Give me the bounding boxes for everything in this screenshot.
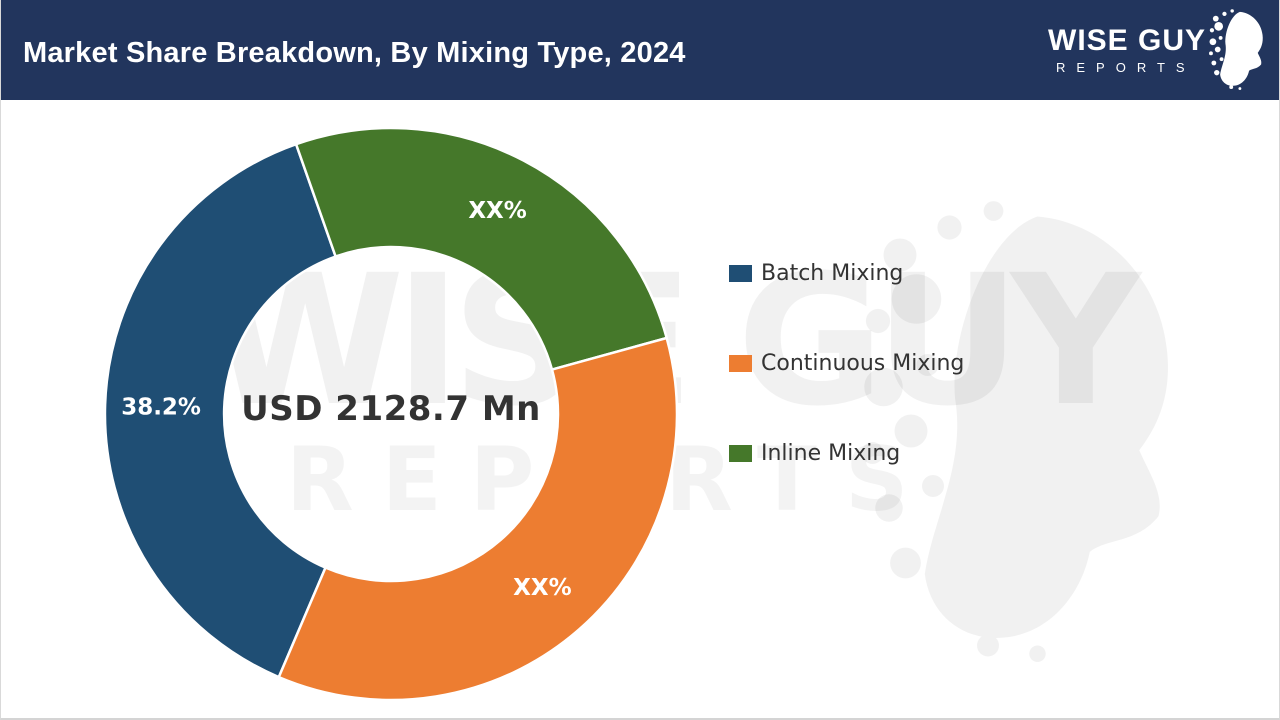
logo-face-icon xyxy=(1209,9,1263,90)
wise-guy-logo: WISE GUY REPORTS xyxy=(1046,8,1271,94)
legend-swatch-batch-mixing xyxy=(729,264,752,282)
chart-center-value: USD 2128.7 Mn xyxy=(241,389,541,429)
legend-swatch-continuous-mixing xyxy=(729,354,752,372)
segment-label: XX% xyxy=(513,575,572,601)
legend-label: Batch Mixing xyxy=(761,260,904,286)
page-title: Market Share Breakdown, By Mixing Type, … xyxy=(23,37,686,69)
donut-segment-batch-mixing xyxy=(103,142,337,679)
legend-item-inline-mixing: Inline Mixing xyxy=(729,435,964,471)
header-bar: Market Share Breakdown, By Mixing Type, … xyxy=(1,0,1279,100)
donut-segment-inline-mixing xyxy=(294,126,668,371)
donut-segment-continuous-mixing xyxy=(277,336,679,702)
legend-label: Continuous Mixing xyxy=(761,350,965,376)
legend-swatch-inline-mixing xyxy=(729,444,752,462)
legend-item-batch-mixing: Batch Mixing xyxy=(729,255,964,291)
segment-label: 38.2% xyxy=(121,395,201,421)
segment-label: XX% xyxy=(468,198,527,224)
logo-reports-text: REPORTS xyxy=(1056,60,1196,75)
chart-legend: Batch Mixing Continuous Mixing Inline Mi… xyxy=(729,255,964,525)
logo-wordmark: WISE GUY xyxy=(1048,24,1207,57)
legend-item-continuous-mixing: Continuous Mixing xyxy=(729,345,964,381)
legend-label: Inline Mixing xyxy=(761,440,901,466)
